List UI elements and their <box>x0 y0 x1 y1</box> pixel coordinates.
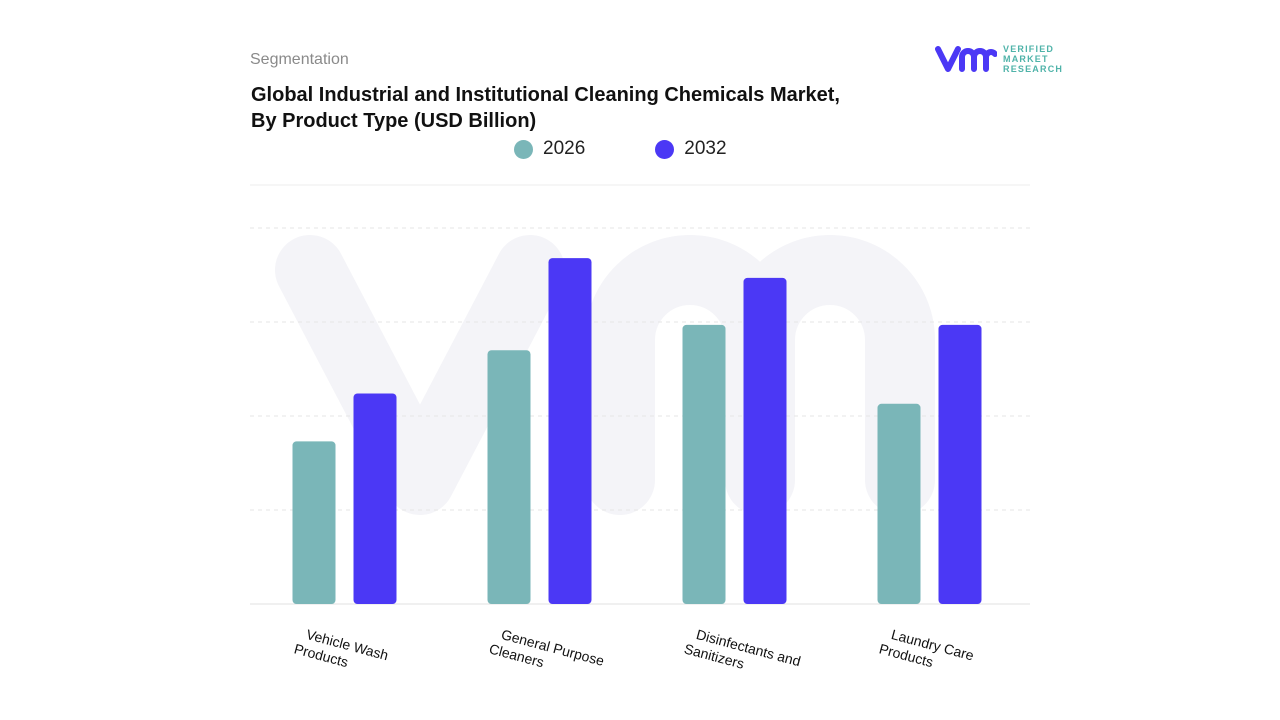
bar-2032-0 <box>353 393 397 604</box>
logo-line-3: RESEARCH <box>1003 64 1064 74</box>
logo-line-1: VERIFIED <box>1003 44 1055 54</box>
chart-title: Global Industrial and Institutional Clea… <box>251 82 971 134</box>
title-line-2: By Product Type (USD Billion) <box>251 110 537 132</box>
bar-2026-3 <box>877 403 921 604</box>
bar-2032-3 <box>938 324 982 604</box>
bar-2032-2 <box>743 277 787 604</box>
legend: 2026 2032 <box>514 138 727 160</box>
title-line-1: Global Industrial and Institutional Clea… <box>251 84 840 106</box>
bar-2026-1 <box>487 350 531 604</box>
legend-swatch-2026 <box>514 139 533 159</box>
bar-2026-2 <box>682 324 726 604</box>
legend-label-2032: 2032 <box>684 138 727 159</box>
segment-label: Segmentation <box>250 51 349 68</box>
vmr-logo-mark <box>935 46 997 72</box>
bar-2032-1 <box>548 258 592 604</box>
legend-swatch-2032 <box>655 139 675 159</box>
legend-item-2026: 2026 <box>514 138 585 160</box>
logo-line-2: MARKET <box>1003 54 1049 64</box>
bar-2026-0 <box>292 441 336 604</box>
logo: VERIFIED MARKET RESEARCH <box>935 44 1063 74</box>
watermark <box>275 235 935 515</box>
logo-text: VERIFIED MARKET RESEARCH <box>1003 44 1063 74</box>
legend-item-2032: 2032 <box>655 138 727 160</box>
legend-label-2026: 2026 <box>543 138 586 159</box>
